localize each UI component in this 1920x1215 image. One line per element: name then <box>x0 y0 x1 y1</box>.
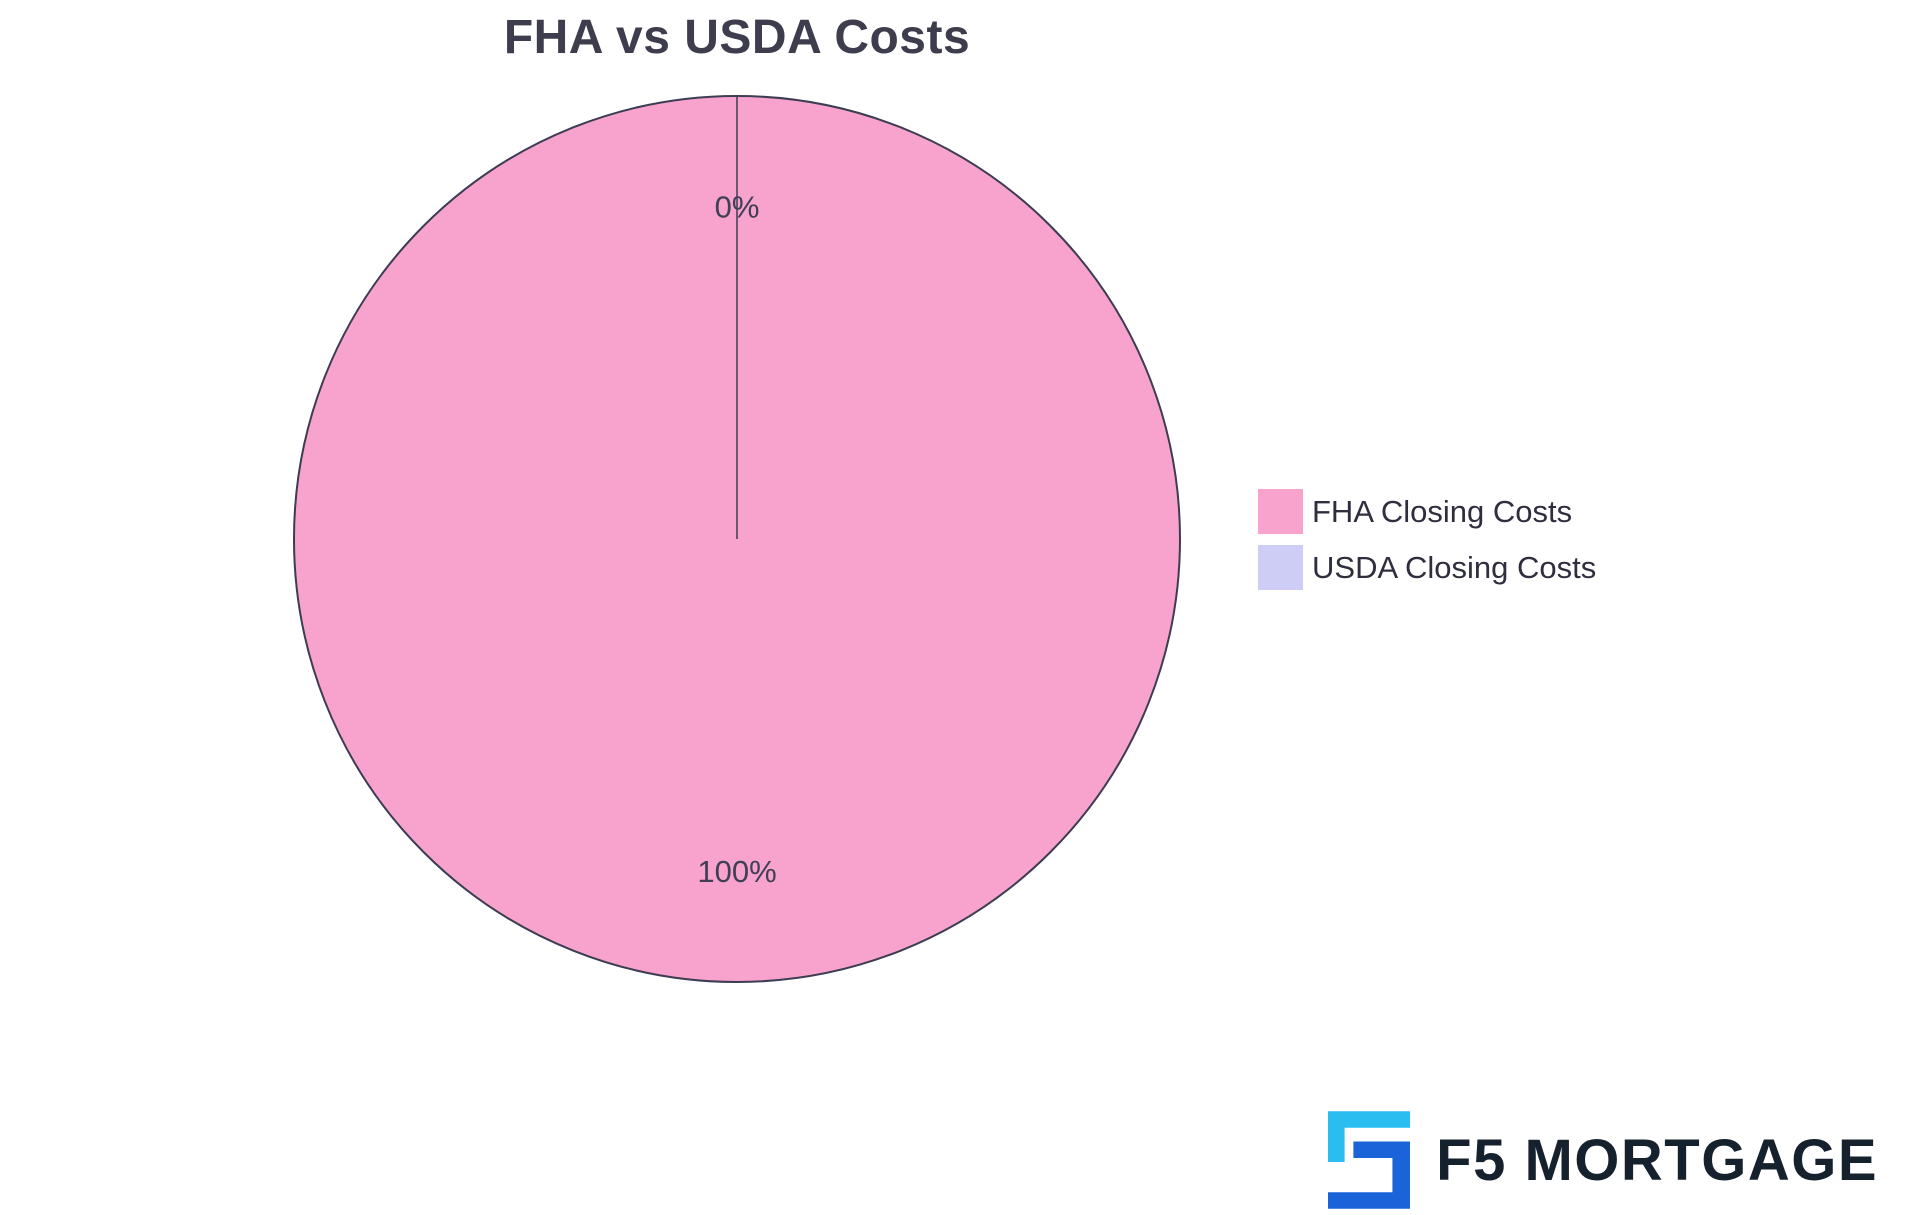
f5-logo-icon <box>1328 1111 1411 1209</box>
legend-swatch-fha-icon <box>1258 489 1303 534</box>
legend-item-usda: USDA Closing Costs <box>1258 545 1596 590</box>
legend-label-usda: USDA Closing Costs <box>1312 549 1597 585</box>
legend-label-fha: FHA Closing Costs <box>1312 493 1573 529</box>
slice-percent-label: 0% <box>715 189 760 224</box>
logo-text: F5 MORTGAGE <box>1436 1127 1878 1193</box>
legend-swatch-usda-icon <box>1258 545 1303 590</box>
pie-chart: 100% 0% <box>293 95 1181 983</box>
slice-percent-label: 100% <box>697 854 776 889</box>
legend-item-fha: FHA Closing Costs <box>1258 489 1596 534</box>
f5-mortgage-logo: F5 MORTGAGE <box>1328 1111 1878 1209</box>
chart-legend: FHA Closing Costs USDA Closing Costs <box>1258 489 1596 590</box>
chart-title: FHA vs USDA Costs <box>503 11 971 64</box>
